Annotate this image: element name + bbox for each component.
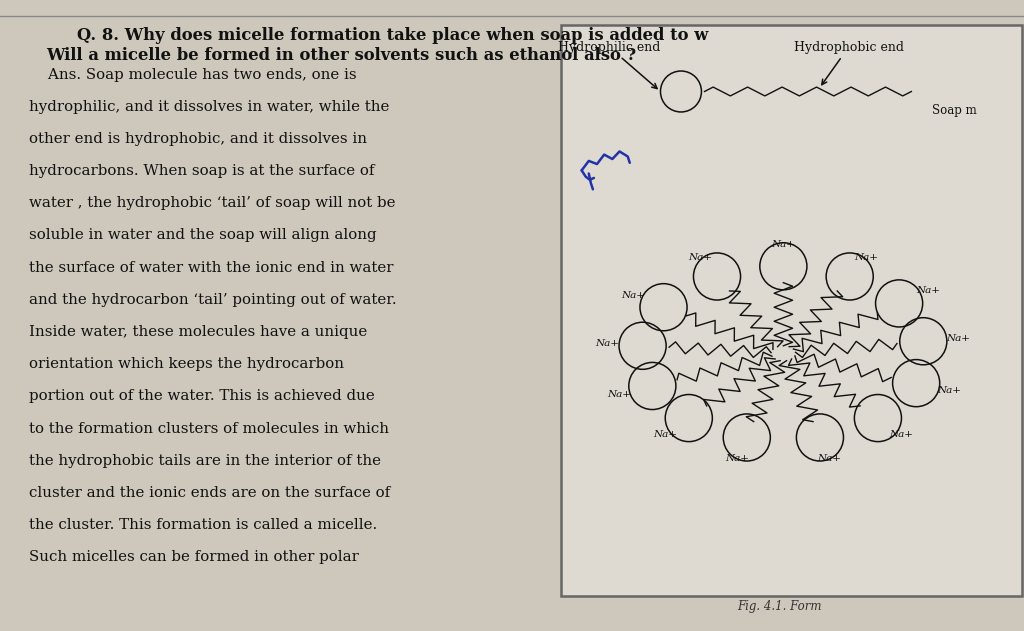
Text: Na+: Na+ bbox=[653, 430, 677, 439]
Text: and the hydrocarbon ‘tail’ pointing out of water.: and the hydrocarbon ‘tail’ pointing out … bbox=[29, 293, 396, 307]
Text: other end is hydrophobic, and it dissolves in: other end is hydrophobic, and it dissolv… bbox=[29, 132, 367, 146]
Text: Na+: Na+ bbox=[946, 334, 971, 343]
Text: cluster and the ionic ends are on the surface of: cluster and the ionic ends are on the su… bbox=[29, 486, 390, 500]
Text: Will a micelle be formed in other solvents such as ethanol also ?: Will a micelle be formed in other solven… bbox=[46, 47, 636, 64]
Text: Hydrophilic end: Hydrophilic end bbox=[558, 40, 660, 88]
Text: the cluster. This formation is called a micelle.: the cluster. This formation is called a … bbox=[29, 518, 377, 532]
Text: the hydrophobic tails are in the interior of the: the hydrophobic tails are in the interio… bbox=[29, 454, 381, 468]
Text: to the formation clusters of molecules in which: to the formation clusters of molecules i… bbox=[29, 422, 389, 435]
Text: Inside water, these molecules have a unique: Inside water, these molecules have a uni… bbox=[29, 325, 367, 339]
Text: Na+: Na+ bbox=[916, 286, 940, 295]
Text: Na+: Na+ bbox=[688, 253, 713, 262]
Text: Na+: Na+ bbox=[890, 430, 913, 439]
Text: the surface of water with the ionic end in water: the surface of water with the ionic end … bbox=[29, 261, 393, 274]
Text: Na+: Na+ bbox=[771, 240, 796, 249]
Text: Such micelles can be formed in other polar: Such micelles can be formed in other pol… bbox=[29, 550, 358, 564]
Text: Ans. Soap molecule has two ends, one is: Ans. Soap molecule has two ends, one is bbox=[29, 68, 356, 81]
Text: Na+: Na+ bbox=[854, 253, 879, 262]
Text: Hydrophobic end: Hydrophobic end bbox=[794, 40, 903, 85]
Text: Na+: Na+ bbox=[726, 454, 750, 463]
Text: orientation which keeps the hydrocarbon: orientation which keeps the hydrocarbon bbox=[29, 357, 344, 371]
Text: Fig. 4.1. Form: Fig. 4.1. Form bbox=[737, 600, 822, 613]
Text: hydrophilic, and it dissolves in water, while the: hydrophilic, and it dissolves in water, … bbox=[29, 100, 389, 114]
Text: water , the hydrophobic ‘tail’ of soap will not be: water , the hydrophobic ‘tail’ of soap w… bbox=[29, 196, 395, 210]
Text: Na+: Na+ bbox=[937, 386, 962, 395]
Text: Na+: Na+ bbox=[607, 389, 632, 399]
Text: Na+: Na+ bbox=[817, 454, 841, 463]
Text: Soap m: Soap m bbox=[932, 104, 977, 117]
Text: Na+: Na+ bbox=[595, 339, 620, 348]
Text: hydrocarbons. When soap is at the surface of: hydrocarbons. When soap is at the surfac… bbox=[29, 164, 374, 178]
Text: soluble in water and the soap will align along: soluble in water and the soap will align… bbox=[29, 228, 376, 242]
Text: Q. 8. Why does micelle formation take place when soap is added to w: Q. 8. Why does micelle formation take pl… bbox=[77, 27, 709, 44]
Text: portion out of the water. This is achieved due: portion out of the water. This is achiev… bbox=[29, 389, 375, 403]
Text: Na+: Na+ bbox=[622, 291, 645, 300]
FancyBboxPatch shape bbox=[561, 25, 1022, 596]
